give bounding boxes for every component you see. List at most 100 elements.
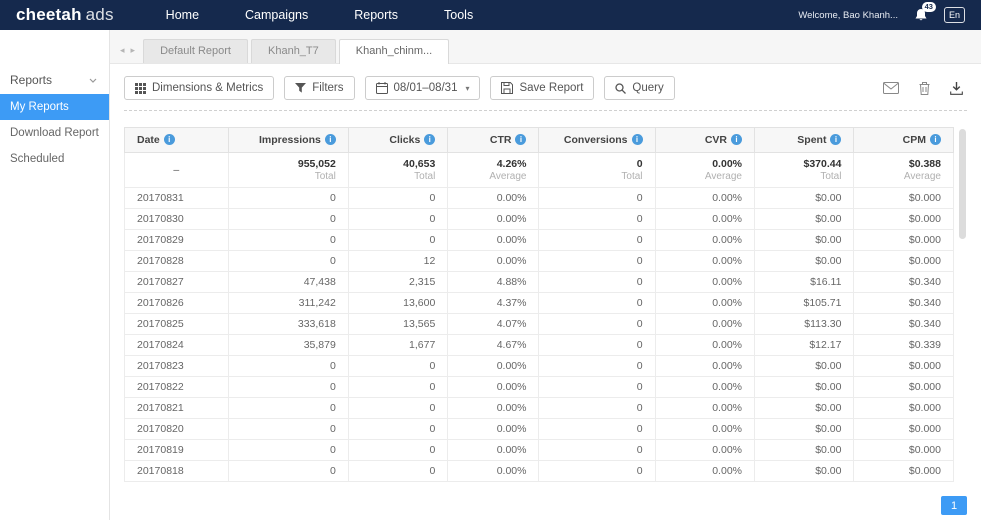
info-icon[interactable]: i: [930, 134, 941, 145]
data-cell: $0.340: [853, 313, 954, 335]
email-icon[interactable]: [883, 82, 899, 94]
info-icon[interactable]: i: [631, 134, 643, 145]
data-cell: 0.00%: [654, 418, 756, 440]
tab-khanh-chinm[interactable]: Khanh_chinm...: [338, 39, 450, 64]
data-cell: 0.00%: [447, 439, 540, 461]
date-cell: 20170822: [124, 376, 229, 398]
data-cell: 13,600: [347, 292, 449, 314]
date-cell: 20170830: [124, 208, 229, 230]
data-cell: $0.000: [853, 355, 954, 377]
data-cell: 0.00%: [447, 418, 540, 440]
sidebar-item-scheduled[interactable]: Scheduled: [10, 153, 65, 165]
data-cell: 0: [538, 460, 656, 482]
data-cell: 0: [538, 397, 656, 419]
data-cell: 0: [538, 376, 656, 398]
column-header-conversions: Conversions i: [538, 127, 656, 153]
date-cell: 20170819: [124, 439, 229, 461]
data-cell: 0.00%: [654, 250, 756, 272]
date-range-label: 08/01–08/31: [393, 82, 458, 94]
tab-khanh-t7[interactable]: Khanh_T7: [251, 39, 336, 63]
query-button[interactable]: Query: [604, 76, 675, 100]
date-cell: 20170828: [124, 250, 229, 272]
sidebar-item-my-reports[interactable]: My Reports: [0, 94, 109, 120]
report-toolbar: Dimensions & Metrics Filters 08/01–08/31…: [110, 64, 981, 110]
info-icon[interactable]: i: [424, 134, 436, 145]
table-row: 20170825 333,618 13,565 4.07% 0 0.00% $113.30 $…: [124, 313, 954, 335]
table-row: 20170818 0 0 0.00% 0 0.00% $0.00 $0.000: [124, 460, 954, 482]
info-icon[interactable]: i: [163, 134, 175, 145]
data-cell: 0: [227, 250, 349, 272]
tab-default-report[interactable]: Default Report: [143, 39, 248, 63]
info-icon[interactable]: i: [830, 134, 842, 145]
data-cell: 0: [227, 187, 349, 209]
info-icon[interactable]: i: [731, 134, 742, 145]
calendar-icon: [375, 82, 388, 94]
tab-scroll-left-icon[interactable]: ◂: [120, 45, 125, 55]
date-cell: 20170820: [124, 418, 229, 440]
dimensions-metrics-label: Dimensions & Metrics: [152, 82, 264, 94]
table-row: 20170831 0 0 0.00% 0 0.00% $0.00 $0.000: [124, 187, 954, 209]
summary-cell: 955,052 Total: [227, 152, 349, 188]
download-icon[interactable]: [950, 81, 963, 95]
notifications-button[interactable]: 43: [914, 2, 936, 22]
data-cell: 0.00%: [654, 187, 756, 209]
tab-strip: Default Report Khanh_T7 Khanh_chinm...: [143, 39, 452, 64]
nav-item-home[interactable]: Home: [165, 8, 200, 22]
nav-item-campaigns[interactable]: Campaigns: [245, 8, 309, 22]
scrollbar-thumb[interactable]: [959, 129, 966, 239]
data-cell: 0: [227, 229, 349, 251]
save-report-label: Save Report: [519, 82, 584, 94]
data-cell: 0: [347, 208, 449, 230]
date-cell: 20170824: [124, 334, 229, 356]
data-cell: 0.00%: [447, 229, 540, 251]
table-row: 20170824 35,879 1,677 4.67% 0 0.00% $12.17 $0.3…: [124, 334, 954, 356]
summary-cell: 0 Total: [538, 152, 656, 188]
page-1-button[interactable]: 1: [941, 496, 967, 515]
dimensions-metrics-button[interactable]: Dimensions & Metrics: [124, 76, 275, 100]
data-cell: 0.00%: [654, 397, 756, 419]
data-cell: 0: [227, 460, 349, 482]
data-cell: 1,677: [347, 334, 449, 356]
data-cell: $16.11: [753, 271, 855, 293]
date-cell: 20170825: [124, 313, 229, 335]
data-cell: 0: [538, 229, 656, 251]
info-icon[interactable]: i: [515, 134, 527, 145]
summary-cell: 0.00% Average: [654, 152, 756, 188]
save-report-button[interactable]: Save Report: [490, 76, 595, 100]
report-table: Date i Impressions i Clicks i CTR i Conversions i…: [124, 127, 954, 482]
data-cell: $0.000: [853, 439, 954, 461]
nav-item-tools[interactable]: Tools: [444, 8, 474, 22]
data-cell: 0: [538, 292, 656, 314]
data-cell: 13,565: [347, 313, 449, 335]
date-range-picker[interactable]: 08/01–08/31 ▾: [364, 76, 481, 100]
language-button[interactable]: En: [943, 7, 965, 23]
chevron-down-icon: [89, 78, 97, 83]
info-icon[interactable]: i: [324, 134, 336, 145]
tab-scroll-right-icon[interactable]: ▸: [130, 45, 136, 55]
sidebar-section-reports[interactable]: Reports: [0, 66, 109, 94]
table-scrollbar[interactable]: [958, 127, 967, 520]
username[interactable]: Bao Khanh...: [843, 9, 898, 21]
grid-icon: [135, 82, 146, 94]
brand-logo[interactable]: cheetah ads: [16, 5, 114, 25]
data-cell: 0.00%: [447, 208, 540, 230]
funnel-icon: [295, 83, 307, 93]
trash-icon[interactable]: [919, 81, 930, 95]
data-cell: $0.339: [853, 334, 954, 356]
column-header-clicks: Clicks i: [347, 127, 449, 153]
data-cell: 0.00%: [447, 397, 540, 419]
data-cell: 0.00%: [654, 313, 756, 335]
sidebar-item-download-report[interactable]: Download Report: [10, 127, 99, 139]
column-header-impressions: Impressions i: [227, 127, 349, 153]
data-cell: 0: [538, 187, 656, 209]
data-cell: 4.07%: [447, 313, 540, 335]
table-row: 20170823 0 0 0.00% 0 0.00% $0.00 $0.000: [124, 355, 954, 377]
table-row: 20170826 311,242 13,600 4.37% 0 0.00% $105.71 $…: [124, 292, 954, 314]
filters-button[interactable]: Filters: [284, 76, 355, 100]
nav-item-reports[interactable]: Reports: [354, 8, 399, 22]
data-cell: 0: [538, 418, 656, 440]
column-header-ctr: CTR i: [447, 127, 540, 153]
data-cell: 0.00%: [654, 229, 756, 251]
table-row: 20170829 0 0 0.00% 0 0.00% $0.00 $0.000: [124, 229, 954, 251]
column-header-date: Date i: [124, 127, 229, 153]
